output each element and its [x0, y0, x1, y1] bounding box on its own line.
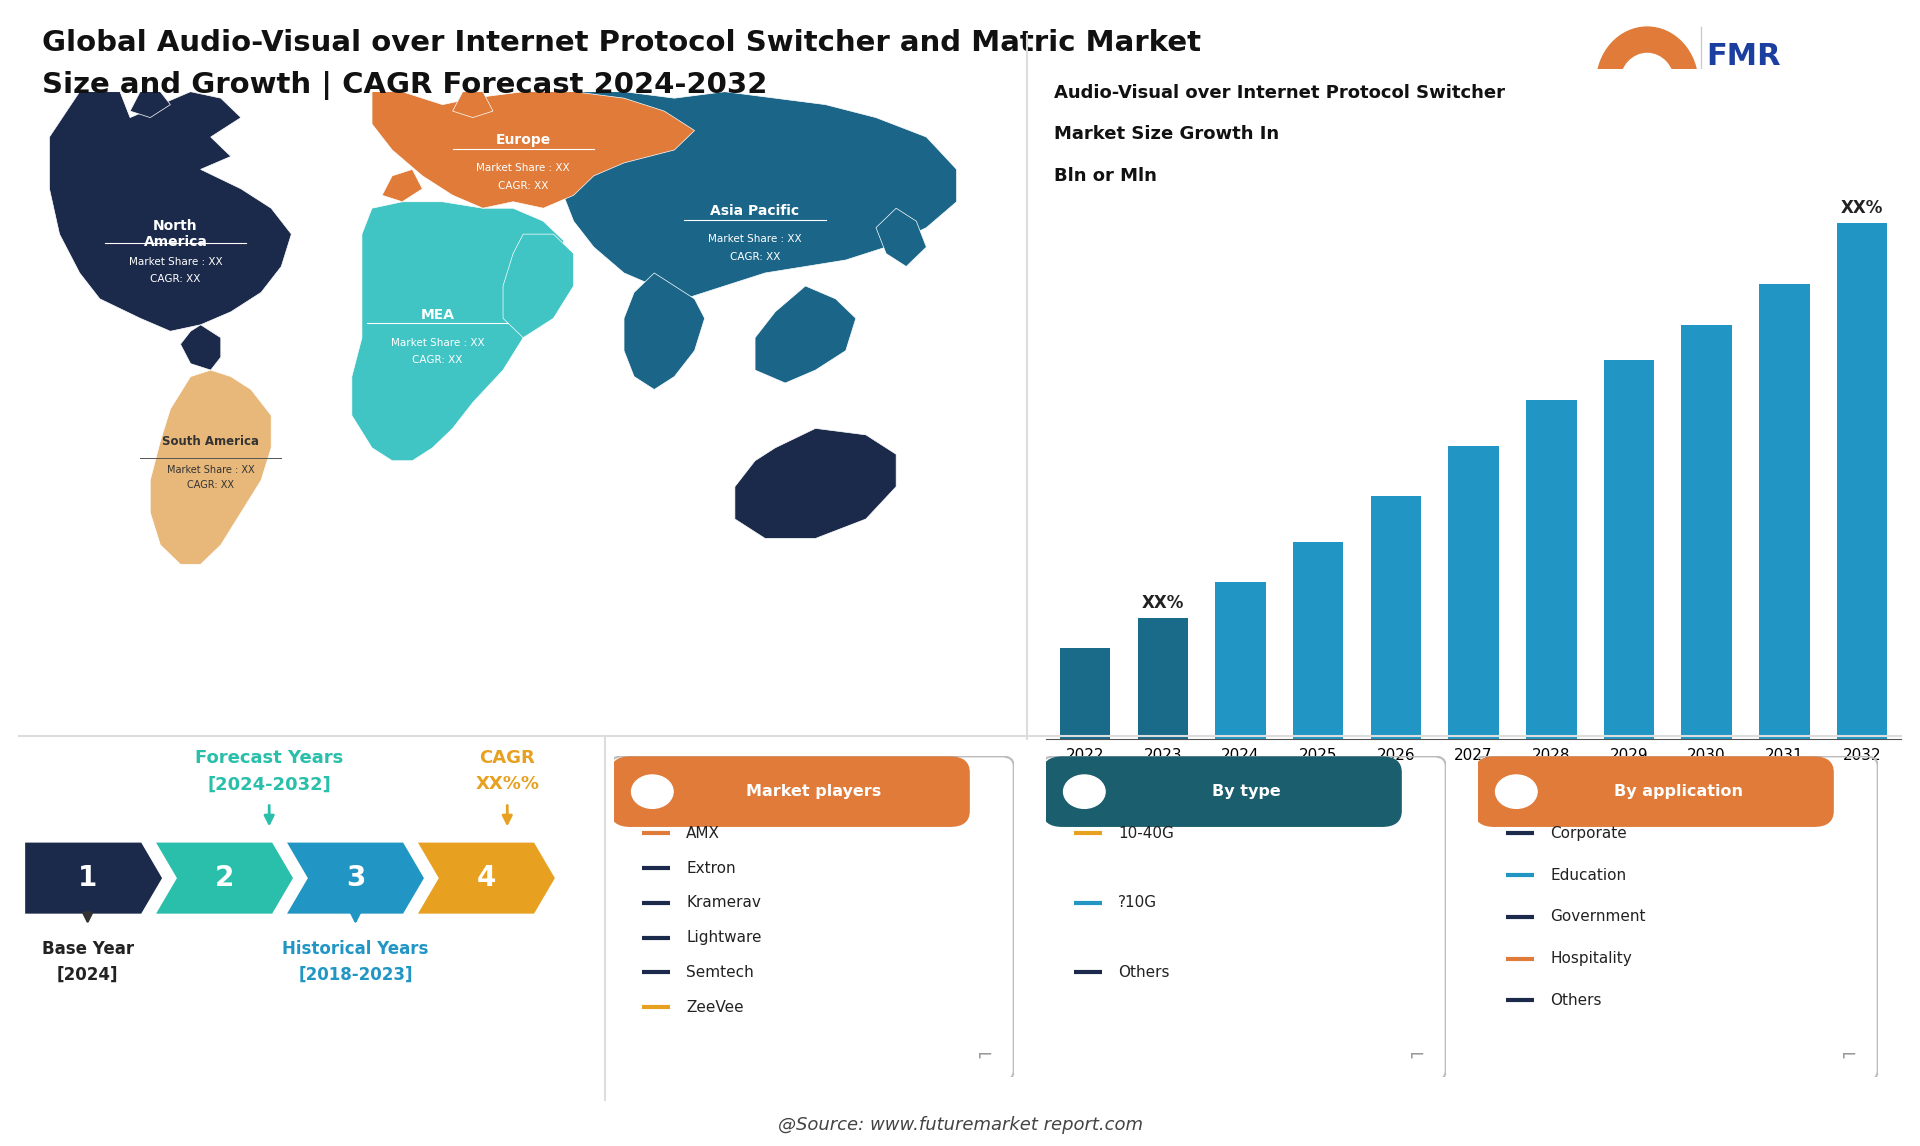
Text: FMR: FMR — [1707, 42, 1782, 71]
Circle shape — [632, 775, 674, 808]
Text: Market players: Market players — [747, 784, 881, 799]
Text: XX%%: XX%% — [476, 776, 540, 793]
Text: 1: 1 — [79, 864, 98, 892]
Bar — [1060, 649, 1110, 739]
Text: [2024]: [2024] — [58, 966, 119, 984]
Text: 4: 4 — [476, 864, 495, 892]
Text: Bln or Mln: Bln or Mln — [1054, 166, 1158, 185]
Polygon shape — [624, 273, 705, 390]
Text: CAGR: XX: CAGR: XX — [730, 252, 780, 261]
Bar — [1837, 223, 1887, 739]
Bar — [1759, 284, 1809, 739]
Text: MEA: MEA — [420, 308, 455, 322]
Text: Audio-Visual over Internet Protocol Switcher: Audio-Visual over Internet Protocol Swit… — [1054, 85, 1505, 102]
Text: Market Share : XX: Market Share : XX — [708, 234, 803, 244]
Text: @Source: www.futuremarket report.com: @Source: www.futuremarket report.com — [778, 1116, 1142, 1135]
Polygon shape — [131, 92, 171, 118]
Polygon shape — [419, 842, 555, 913]
Polygon shape — [372, 92, 695, 209]
Polygon shape — [351, 202, 564, 461]
Text: Kramerav: Kramerav — [685, 895, 760, 910]
Text: Extron: Extron — [685, 861, 735, 876]
Polygon shape — [876, 209, 927, 267]
Bar — [1292, 542, 1344, 739]
Bar — [1371, 496, 1421, 739]
Circle shape — [1496, 775, 1538, 808]
Text: Market Size Growth In: Market Size Growth In — [1054, 126, 1279, 143]
Text: XX%: XX% — [1142, 594, 1185, 612]
Text: CAGR: XX: CAGR: XX — [188, 480, 234, 489]
Text: Global Audio-Visual over Internet Protocol Switcher and Matric Market: Global Audio-Visual over Internet Protoc… — [42, 29, 1202, 56]
Text: 2: 2 — [215, 864, 234, 892]
Text: 3: 3 — [346, 864, 365, 892]
Text: Others: Others — [1117, 965, 1169, 980]
Text: Hospitality: Hospitality — [1549, 951, 1632, 966]
Text: Education: Education — [1549, 868, 1626, 882]
Text: [2024-2032]: [2024-2032] — [207, 776, 330, 793]
Text: CAGR: XX: CAGR: XX — [150, 274, 200, 284]
Text: By type: By type — [1212, 784, 1281, 799]
Text: CAGR: XX: CAGR: XX — [413, 355, 463, 366]
Text: Base Year: Base Year — [42, 940, 134, 958]
Text: Forecast Years: Forecast Years — [196, 748, 344, 767]
Polygon shape — [286, 842, 424, 913]
Polygon shape — [382, 170, 422, 202]
Polygon shape — [503, 234, 574, 338]
Bar — [1139, 618, 1188, 739]
Polygon shape — [735, 429, 897, 539]
Text: [2018-2023]: [2018-2023] — [298, 966, 413, 984]
Circle shape — [1597, 28, 1697, 139]
Text: AMX: AMX — [685, 826, 720, 841]
Text: Corporate: Corporate — [1549, 826, 1626, 841]
Text: CAGR: CAGR — [480, 748, 536, 767]
Text: Market Share : XX: Market Share : XX — [390, 338, 484, 348]
FancyBboxPatch shape — [1043, 756, 1402, 827]
Text: Historical Years: Historical Years — [282, 940, 428, 958]
Text: Asia Pacific: Asia Pacific — [710, 204, 799, 219]
Text: Others: Others — [1549, 992, 1601, 1007]
Text: Market Share : XX: Market Share : XX — [167, 465, 255, 476]
Text: 10-40G: 10-40G — [1117, 826, 1175, 841]
Polygon shape — [755, 286, 856, 383]
Polygon shape — [50, 92, 292, 331]
Bar — [1603, 360, 1655, 739]
Polygon shape — [25, 842, 161, 913]
Text: Government: Government — [1549, 909, 1645, 925]
Text: Size and Growth | CAGR Forecast 2024-2032: Size and Growth | CAGR Forecast 2024-203… — [42, 71, 768, 100]
Bar — [1682, 324, 1732, 739]
Text: CAGR: XX: CAGR: XX — [497, 181, 549, 190]
Bar — [1448, 446, 1500, 739]
Text: XX%: XX% — [1841, 199, 1884, 218]
Text: Lightware: Lightware — [685, 931, 762, 945]
Text: Europe: Europe — [495, 133, 551, 147]
Polygon shape — [180, 324, 221, 370]
Circle shape — [1064, 775, 1106, 808]
Text: Semtech: Semtech — [685, 965, 755, 980]
Text: ZeeVee: ZeeVee — [685, 999, 743, 1014]
Polygon shape — [150, 370, 271, 564]
Text: By application: By application — [1613, 784, 1743, 799]
Text: ⌐: ⌐ — [1841, 1045, 1859, 1065]
Bar — [1526, 400, 1576, 739]
FancyBboxPatch shape — [1475, 756, 1834, 827]
Bar — [1215, 582, 1265, 739]
Text: ⌐: ⌐ — [977, 1045, 995, 1065]
Text: ⌐: ⌐ — [1409, 1045, 1427, 1065]
Text: ?10G: ?10G — [1117, 895, 1158, 910]
Text: Market Share : XX: Market Share : XX — [476, 163, 570, 173]
Text: 🔭: 🔭 — [1642, 73, 1653, 93]
FancyBboxPatch shape — [611, 756, 970, 827]
Text: South America: South America — [161, 434, 259, 448]
Text: Market Share : XX: Market Share : XX — [129, 257, 223, 267]
Polygon shape — [453, 92, 493, 118]
Text: FUTURE MARKET REPORT: FUTURE MARKET REPORT — [1707, 108, 1820, 117]
Text: North
America: North America — [144, 219, 207, 249]
Polygon shape — [564, 92, 956, 299]
Circle shape — [1620, 54, 1674, 112]
Polygon shape — [156, 842, 294, 913]
